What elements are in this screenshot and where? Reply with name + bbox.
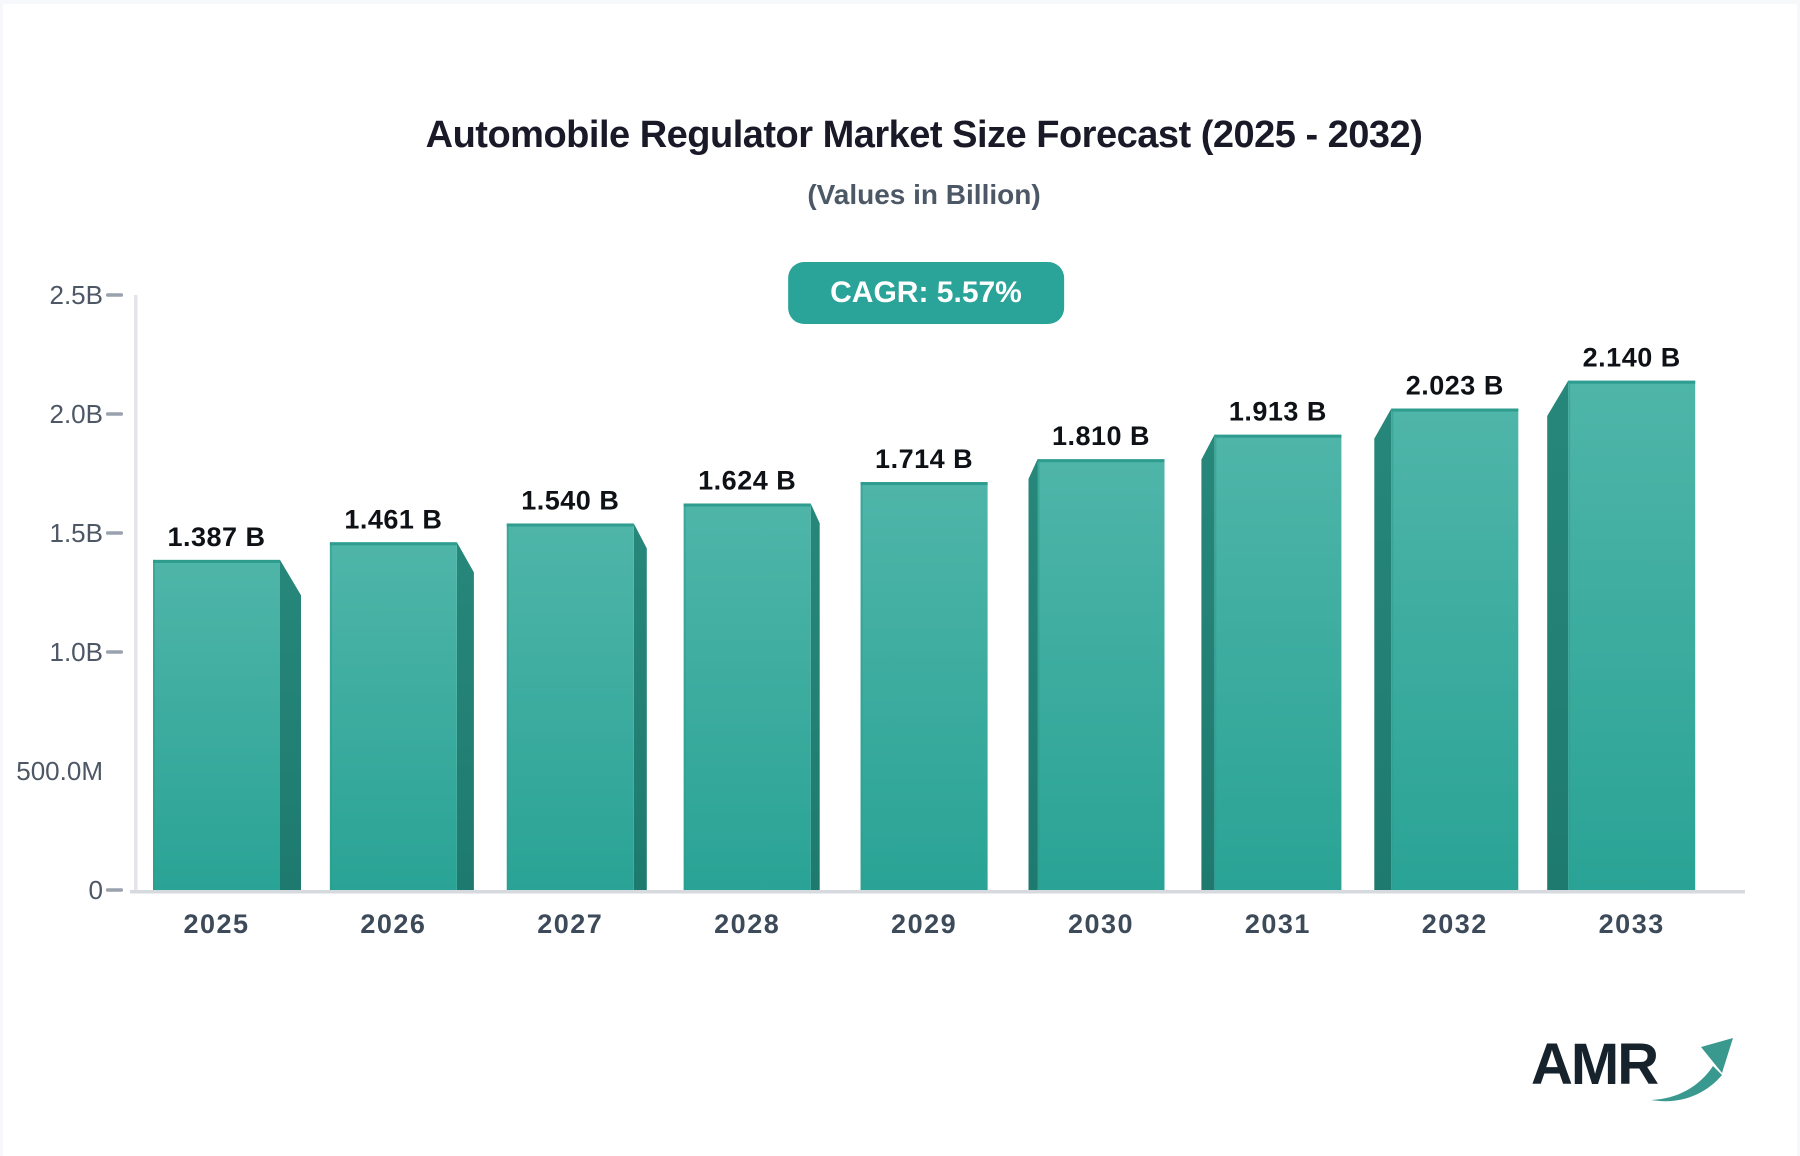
bar-left-edge [1391,408,1394,890]
bar-2026 [329,542,457,890]
bar-side-face [1028,459,1038,890]
bar-left-edge [860,482,863,890]
y-axis-tick [106,531,123,535]
bar-left-edge [153,559,155,890]
bar-2025 [153,559,280,890]
y-axis-tick [106,650,123,654]
y-axis-label: 2.0B [50,399,104,429]
bar-left-edge [683,503,686,890]
cagr-badge: CAGR: 5.57% [788,262,1064,324]
bar-2029 [860,482,988,890]
bar-side-face [1547,380,1569,890]
bar-left-edge [1037,459,1040,890]
x-axis-label: 2031 [1245,909,1311,939]
bar-top-edge [506,523,634,527]
y-axis-tick [106,412,123,416]
y-axis-label: 1.0B [50,637,104,667]
bar-chart: 2.5B 2.0B 1.5B 1.0B 500.0M 0 1.387 B 2025 1.461 … [16,280,1745,939]
bar-value-label: 1.913 B [1229,397,1327,427]
bar-left-edge [329,542,332,890]
bar-top-edge [683,503,811,507]
bar-left-edge [1568,380,1571,890]
bar-value-label: 1.461 B [344,504,442,534]
bar-top-edge [1214,434,1342,438]
bar-value-label: 2.140 B [1583,343,1681,373]
bar-top-edge [1037,459,1165,463]
x-axis-label: 2032 [1422,909,1488,939]
bar-2030 [1037,459,1165,890]
y-axis-label: 1.5B [50,518,104,548]
bar-top-edge [860,482,988,486]
x-axis-label: 2027 [537,909,603,939]
bar-value-label: 1.540 B [521,485,619,515]
x-axis-label: 2028 [714,909,780,939]
bar-side-face [456,542,474,890]
bar-top-edge [153,559,280,563]
x-axis-label: 2030 [1068,909,1134,939]
bar-value-label: 1.714 B [875,444,973,474]
bar-value-label: 1.387 B [167,522,265,552]
bar-side-face [810,503,820,890]
bar-top-edge [1391,408,1519,412]
page-subtitle: (Values in Billion) [807,179,1041,210]
bar-2028 [683,503,811,890]
y-axis-label: 0 [89,875,103,905]
y-axis-label: 2.5B [50,280,104,310]
bar-top-edge [329,542,457,546]
x-axis-label: 2033 [1599,909,1665,939]
x-axis-label: 2029 [891,909,957,939]
amr-logo-text: AMR [1531,1032,1659,1097]
y-axis-tick [106,293,123,297]
page-title: Automobile Regulator Market Size Forecas… [425,114,1423,156]
amr-logo: AMR [1531,1032,1733,1120]
bar-left-edge [1214,434,1217,890]
bar-side-face [633,523,647,890]
y-axis-line [134,295,138,894]
x-axis-label: 2026 [360,909,426,939]
bar-2033 [1568,380,1696,890]
x-axis-label: 2025 [183,909,249,939]
bar-left-edge [506,523,509,890]
bar-side-face [1201,434,1215,890]
bar-side-face [1374,408,1392,890]
growth-arrow-icon [1651,1038,1733,1102]
bar-value-label: 2.023 B [1406,371,1504,401]
bar-top-edge [1568,380,1696,384]
bar-2027 [506,523,634,890]
bar-2031 [1214,434,1342,890]
y-axis-tick [106,888,123,892]
bar-side-face [280,559,301,890]
bar-2032 [1391,408,1519,890]
x-axis-line [130,890,1745,894]
bar-value-label: 1.624 B [698,465,796,495]
bar-value-label: 1.810 B [1052,421,1150,451]
y-axis-label: 500.0M [16,756,103,786]
